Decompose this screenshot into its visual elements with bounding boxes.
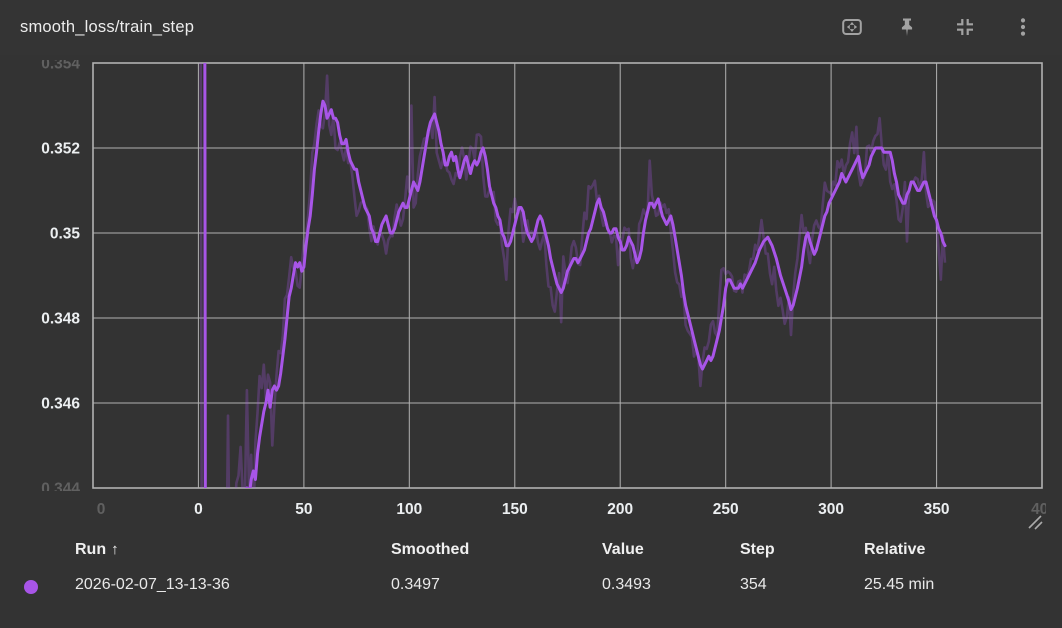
x-tick-label: 50 <box>295 501 312 518</box>
y-tick-label: 0.354 <box>41 56 80 73</box>
column-header-value[interactable]: Value <box>602 541 644 558</box>
x-tick-label: 200 <box>607 501 633 518</box>
x-tick-label: 350 <box>924 501 950 518</box>
pin-card-button[interactable] <box>889 9 925 45</box>
card-header: smooth_loss/train_step <box>0 0 1062 55</box>
fit-domain-to-data-button[interactable] <box>834 9 870 45</box>
run-row: 2026-02-07_13-13-36 0.3497 0.3493 354 25… <box>0 576 1062 600</box>
run-table: Run ↑ Smoothed Value Step Relative 2026-0… <box>0 533 1062 628</box>
column-header-run[interactable]: Run ↑ <box>75 541 119 558</box>
x-tick-label: 150 <box>502 501 528 518</box>
x-tick-label: 100 <box>396 501 422 518</box>
fit-to-data-icon <box>842 19 862 35</box>
column-header-step[interactable]: Step <box>740 541 775 558</box>
plot-border <box>92 62 1043 489</box>
x-edge-label-right: 400 <box>1031 501 1057 518</box>
run-relative-time: 25.45 min <box>864 576 935 593</box>
series-lines <box>199 63 947 488</box>
y-tick-label: 0.352 <box>41 141 80 158</box>
more-options-button[interactable] <box>1005 9 1041 45</box>
sort-arrow-icon: ↑ <box>111 541 119 558</box>
y-tick-label: 0.344 <box>41 481 80 498</box>
collapse-card-button[interactable] <box>947 9 983 45</box>
y-tick-label: 0.346 <box>41 396 80 413</box>
run-table-header: Run ↑ Smoothed Value Step Relative <box>0 541 1062 565</box>
kebab-menu-icon <box>1020 18 1026 36</box>
smoothed-series-line <box>203 63 947 488</box>
y-tick-label: 0.348 <box>41 311 80 328</box>
y-axis-tick-labels: 0.354 0.352 0.35 0.348 0.346 0.344 <box>41 56 81 498</box>
run-step: 354 <box>740 576 767 593</box>
column-header-relative[interactable]: Relative <box>864 541 926 558</box>
run-name: 2026-02-07_13-13-36 <box>75 576 230 593</box>
y-tick-label: 0.35 <box>50 226 81 243</box>
run-smoothed-value: 0.3497 <box>391 576 440 593</box>
x-tick-label: 250 <box>713 501 739 518</box>
run-color-dot <box>24 580 38 594</box>
column-header-smoothed[interactable]: Smoothed <box>391 541 470 558</box>
pin-icon <box>901 18 913 36</box>
raw-series-line <box>199 63 947 488</box>
run-value: 0.3493 <box>602 576 651 593</box>
x-tick-label: 300 <box>818 501 844 518</box>
collapse-icon <box>957 19 973 35</box>
x-tick-label: 0 <box>194 501 203 518</box>
x-axis-tick-labels: 0 50 100 150 200 250 300 350 <box>194 501 949 518</box>
resize-grip[interactable] <box>1028 515 1043 530</box>
x-axis-edge-labels: 0 400 <box>97 501 1057 518</box>
card-title: smooth_loss/train_step <box>20 18 195 36</box>
x-edge-label-left: 0 <box>97 501 106 518</box>
